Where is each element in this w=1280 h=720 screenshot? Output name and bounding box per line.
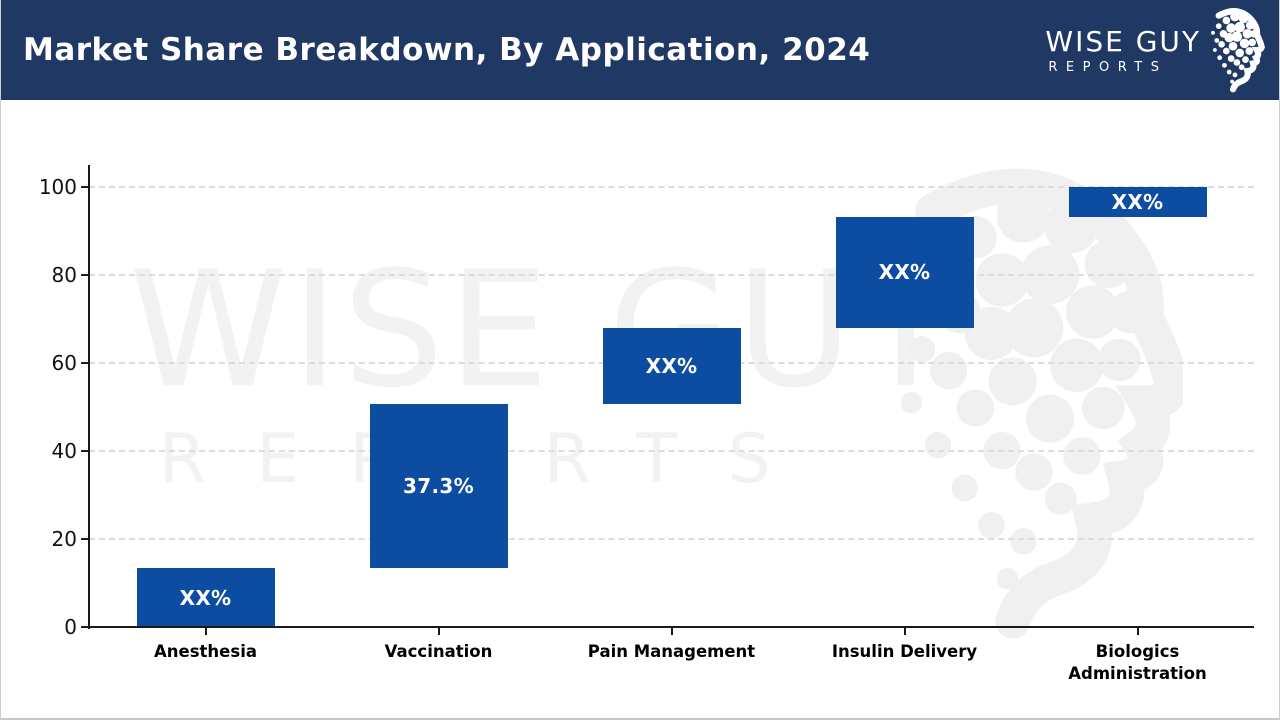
- x-tickmark-vaccination: [437, 628, 440, 635]
- x-tickmark-biologics-administration: [1136, 628, 1139, 635]
- brand-logo-text: WISE GUY REPORTS: [1045, 25, 1201, 75]
- y-tickmark-80: [81, 274, 89, 276]
- brand-logo: WISE GUY REPORTS: [1045, 8, 1265, 93]
- x-tick-label-line: Vaccination: [384, 642, 493, 661]
- x-tickmark-pain-management: [670, 628, 673, 635]
- brand-subname: REPORTS: [1048, 59, 1168, 75]
- face-dot: [1214, 38, 1220, 43]
- bar-value-label-biologics-administration: XX%: [1111, 189, 1164, 214]
- bar-biologics-administration: XX%: [1068, 187, 1207, 217]
- chart-plot-area: 0 20 40 60 80 100 XX% Anesthesia 37.3% Vaccinatio…: [1, 100, 1279, 718]
- face-dot: [1232, 72, 1238, 78]
- face-dot: [1217, 55, 1223, 61]
- chart-title: Market Share Breakdown, By Application, …: [23, 32, 871, 68]
- y-tickmark-0: [81, 626, 89, 628]
- face-dot: [1223, 47, 1230, 55]
- brand-name: WISE GUY: [1045, 25, 1201, 59]
- gridline-40: [89, 450, 1254, 452]
- x-tick-label-biologics-administration: Biologics Administration: [1023, 641, 1253, 686]
- face-dot: [1215, 23, 1222, 30]
- x-tick-label-line: Biologics: [1095, 642, 1180, 661]
- y-axis-spine: [88, 165, 90, 629]
- face-dot: [1224, 32, 1234, 43]
- face-dot: [1248, 38, 1256, 47]
- bar-value-label-pain-management: XX%: [645, 353, 698, 378]
- dotted-face-profile-icon: [1211, 8, 1265, 93]
- face-dot: [1222, 62, 1227, 68]
- x-tick-label-vaccination: Vaccination: [324, 641, 554, 663]
- face-dot: [1239, 38, 1250, 49]
- face-dot: [1218, 40, 1225, 48]
- face-dot: [1242, 56, 1249, 63]
- face-dot: [1238, 64, 1245, 71]
- bar-vaccination: 37.3%: [369, 403, 508, 569]
- x-tick-label-insulin-delivery: Insulin Delivery: [790, 641, 1020, 663]
- face-dot: [1234, 21, 1245, 33]
- face-dot: [1242, 29, 1253, 39]
- face-dot: [1231, 31, 1243, 42]
- face-profile-line: [1215, 8, 1265, 93]
- gridline-80: [89, 274, 1254, 276]
- bar-value-label-vaccination: 37.3%: [403, 473, 474, 498]
- x-tick-label-pain-management: Pain Management: [557, 641, 787, 663]
- y-tick-label-0: 0: [64, 615, 77, 639]
- bar-anesthesia: XX%: [136, 568, 275, 627]
- x-tick-label-line: Anesthesia: [154, 642, 257, 661]
- y-tick-label-80: 80: [51, 263, 77, 287]
- header-bar: Market Share Breakdown, By Application, …: [1, 0, 1279, 100]
- y-tick-label-100: 100: [38, 175, 77, 199]
- bar-value-label-insulin-delivery: XX%: [878, 260, 931, 285]
- face-dot: [1226, 23, 1236, 33]
- y-tickmark-100: [81, 186, 89, 188]
- bar-insulin-delivery: XX%: [835, 216, 974, 328]
- face-dot: [1211, 30, 1215, 35]
- y-tick-label-40: 40: [51, 439, 77, 463]
- face-dot: [1227, 55, 1235, 62]
- y-tickmark-20: [81, 538, 89, 540]
- gridline-100: [89, 186, 1254, 188]
- x-axis-spine: [88, 626, 1254, 628]
- x-tick-label-line: Insulin Delivery: [831, 642, 978, 661]
- x-tick-label-line: Administration: [1068, 664, 1207, 684]
- face-dot: [1212, 48, 1217, 52]
- gridline-20: [89, 538, 1254, 540]
- y-tick-label-60: 60: [51, 351, 77, 375]
- x-tick-label-line: Pain Management: [587, 642, 756, 661]
- face-dot: [1222, 16, 1231, 25]
- bar-pain-management: XX%: [602, 327, 741, 404]
- face-dot: [1228, 41, 1238, 51]
- face-dot: [1233, 59, 1241, 66]
- face-dot: [1235, 48, 1245, 58]
- x-tick-label-anesthesia: Anesthesia: [91, 641, 321, 663]
- y-tickmark-60: [81, 362, 89, 364]
- face-dot: [1226, 69, 1232, 75]
- face-dot: [1230, 79, 1234, 84]
- face-dot: [1245, 47, 1254, 55]
- x-tickmark-anesthesia: [204, 628, 207, 635]
- y-tickmark-40: [81, 450, 89, 452]
- bar-value-label-anesthesia: XX%: [179, 585, 232, 610]
- x-tickmark-insulin-delivery: [903, 628, 906, 635]
- y-tick-label-20: 20: [51, 527, 77, 551]
